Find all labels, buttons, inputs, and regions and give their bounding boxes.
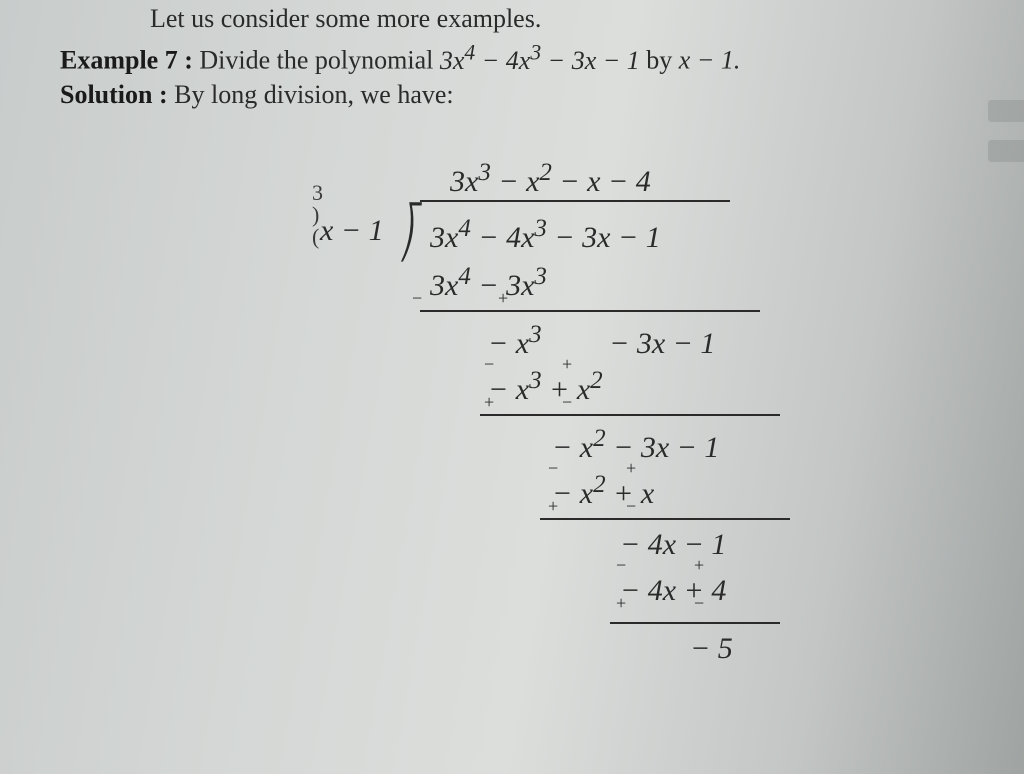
rule-1	[420, 310, 760, 312]
step4-subtract: − 4x + 4 − + + −	[620, 576, 726, 606]
division-bracket: ⟌	[400, 208, 414, 271]
dividend: 3x4 − 4x3 − 3x − 1	[430, 216, 661, 253]
example-label: Example 7 :	[60, 46, 193, 75]
example-text-before: Divide the polynomial	[193, 46, 440, 75]
intro-text: Let us consider some more examples.	[150, 4, 1014, 34]
quotient-rule	[420, 200, 730, 202]
example-line: Example 7 : Divide the polynomial 3x4 − …	[60, 40, 1014, 76]
content-block: Let us consider some more examples. Exam…	[60, 4, 1014, 114]
quotient: 3x3 − x2 − x − 4	[450, 160, 651, 197]
rule-4	[610, 622, 780, 624]
edge-tab	[988, 100, 1024, 122]
textbook-page: Let us consider some more examples. Exam…	[0, 0, 1024, 774]
example-polynomial: 3x4 − 4x3 − 3x − 1	[440, 46, 640, 75]
remainder-3: − 4x − 1	[620, 530, 726, 560]
divisor: x − 1	[320, 216, 384, 246]
solution-line: Solution : By long division, we have:	[60, 80, 1014, 110]
page-edge-tabs	[988, 100, 1024, 180]
rule-3	[540, 518, 790, 520]
final-remainder: − 5	[690, 634, 733, 664]
solution-label: Solution :	[60, 80, 168, 109]
edge-tab	[988, 140, 1024, 162]
example-divisor-inline: x − 1.	[679, 46, 741, 75]
step2-subtract: − x3 + x2 − + + −	[488, 368, 603, 405]
step3-subtract: − x2 + x − + + −	[552, 472, 654, 509]
step1-subtract: 3x4 − 3x3 − +	[430, 264, 547, 301]
solution-text: By long division, we have:	[168, 80, 454, 109]
rule-2	[480, 414, 780, 416]
remainder-1: − x3 − 3x − 1	[488, 322, 715, 359]
example-text-mid: by	[640, 46, 679, 75]
